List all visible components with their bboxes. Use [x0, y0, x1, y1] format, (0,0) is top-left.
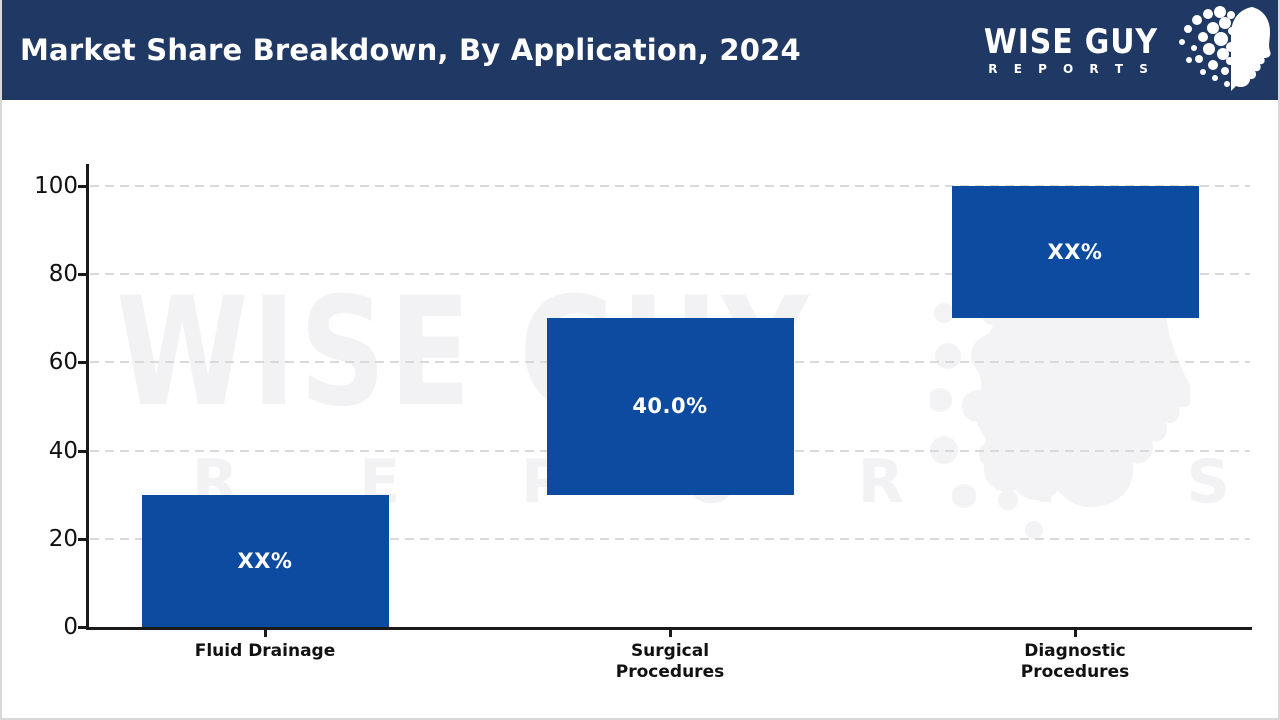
page-title: Market Share Breakdown, By Application, …	[20, 33, 801, 67]
y-tick-mark	[78, 537, 88, 541]
y-tick-mark	[78, 185, 88, 188]
bar-value-label: 40.0%	[632, 394, 708, 419]
x-category-label-line: Diagnostic	[1024, 641, 1126, 661]
y-tick-mark	[78, 361, 88, 365]
header-bar: Market Share Breakdown, By Application, …	[0, 0, 1280, 100]
x-category-label: Diagnostic Procedures	[915, 641, 1235, 683]
chart-area: WISE GUY R E P O R T S XX%40.0%XX%020406…	[0, 100, 1280, 720]
wiseguy-logo: WISE GUY R E P O R T S	[972, 6, 1280, 94]
x-axis	[86, 627, 1252, 630]
gridline	[90, 537, 1250, 540]
bar: XX%	[951, 186, 1199, 319]
gridline	[90, 273, 1250, 276]
y-tick-mark	[78, 449, 88, 453]
x-category-label-line: Procedures	[615, 662, 725, 682]
logo-sub-text: R E P O R T S	[988, 62, 1154, 76]
bar-value-label: XX%	[1047, 240, 1103, 265]
plot: XX% 40.0% XX% 0 20 40 60 80 100 Fluid Drainage Sur…	[0, 100, 1280, 720]
logo-text: WISE GUY R E P O R T S	[972, 25, 1170, 75]
x-category-label-line: Procedures	[1020, 662, 1130, 682]
y-tick-label: 40	[48, 437, 78, 464]
y-tick-mark	[78, 273, 88, 277]
bar: XX%	[141, 494, 389, 627]
bar-value-label: XX%	[237, 548, 293, 573]
wiseguy-face-icon	[1179, 6, 1271, 91]
x-tick-mark	[669, 627, 672, 637]
logo-brand-text: WISE GUY	[984, 22, 1159, 62]
x-tick-mark	[264, 627, 267, 637]
y-tick-label: 100	[34, 173, 78, 199]
y-axis	[86, 164, 89, 630]
gridline	[90, 185, 1250, 187]
x-category-label-line: Surgical	[630, 641, 710, 661]
y-tick-label: 20	[48, 525, 78, 552]
y-tick-mark	[78, 626, 88, 629]
x-category-label: Surgical Procedures	[510, 641, 830, 683]
x-category-label-line: Fluid Drainage	[194, 641, 336, 661]
x-category-label: Fluid Drainage	[105, 641, 425, 662]
y-tick-label: 60	[48, 349, 78, 376]
bar: 40.0%	[546, 318, 794, 495]
y-tick-label: 80	[48, 261, 78, 288]
y-tick-label: 0	[63, 614, 78, 640]
x-tick-mark	[1074, 627, 1077, 637]
